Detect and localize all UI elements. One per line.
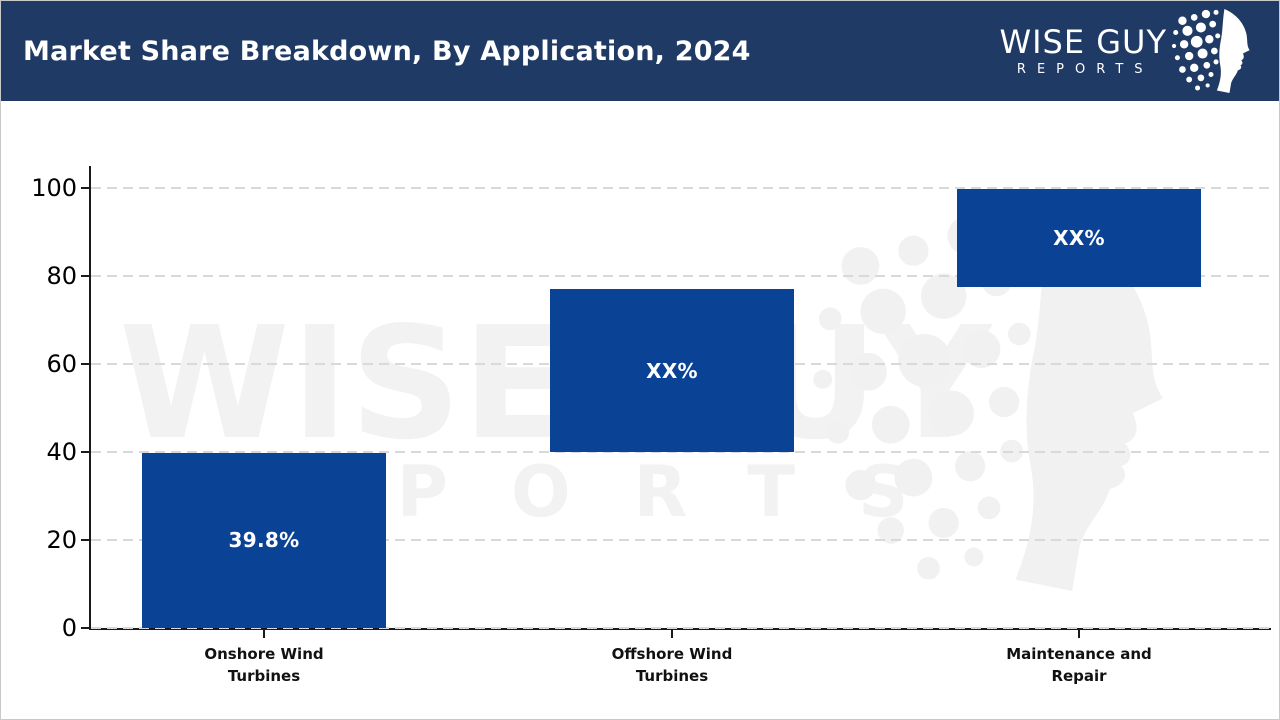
y-tick-mark xyxy=(81,363,89,365)
y-tick-mark xyxy=(81,275,89,277)
chart-region: WISE GUY REPORTS 0 20 40 60 80 100 39.8% Onshor… xyxy=(1,101,1279,719)
y-axis-line xyxy=(89,166,91,630)
gridline-100 xyxy=(91,187,1271,189)
header-banner: Market Share Breakdown, By Application, … xyxy=(1,1,1279,101)
y-tick-label-0: 0 xyxy=(61,614,77,642)
y-tick-label-100: 100 xyxy=(31,174,77,202)
bar-value-label: 39.8% xyxy=(228,528,300,553)
y-tick-label-80: 80 xyxy=(46,262,77,290)
bar-segment-1: 39.8% xyxy=(142,452,386,628)
logo-brand-sub: REPORTS xyxy=(1016,61,1154,77)
page-title: Market Share Breakdown, By Application, … xyxy=(23,35,751,67)
gridline-80 xyxy=(91,275,1271,277)
x-tick-mark xyxy=(671,630,673,638)
y-tick-mark xyxy=(81,187,89,189)
bar-segment-2: XX% xyxy=(550,289,794,452)
gridline-40 xyxy=(91,451,1271,453)
x-category-label-1: Onshore Wind Turbines xyxy=(204,645,324,685)
bar-value-label: XX% xyxy=(1053,225,1105,250)
x-tick-mark xyxy=(263,630,265,638)
y-tick-label-60: 60 xyxy=(46,350,77,378)
y-tick-mark xyxy=(81,451,89,453)
logo-brand-name: WISE GUY xyxy=(999,22,1167,61)
gridline-0 xyxy=(91,627,1271,629)
y-tick-label-20: 20 xyxy=(46,526,77,554)
bar-segment-3: XX% xyxy=(957,188,1201,287)
wiseguy-logo-text: WISE GUY REPORTS xyxy=(999,26,1167,77)
y-tick-mark xyxy=(81,627,89,629)
head-profile-icon xyxy=(1171,9,1250,93)
bar-value-label: XX% xyxy=(646,358,698,383)
x-category-label-2: Offshore Wind Turbines xyxy=(611,645,733,685)
x-tick-mark xyxy=(1078,630,1080,638)
gridline-20 xyxy=(91,539,1271,541)
x-axis-line xyxy=(89,628,1271,630)
y-tick-label-40: 40 xyxy=(46,438,77,466)
x-category-label-3: Maintenance and Repair xyxy=(1006,645,1152,685)
y-tick-mark xyxy=(81,539,89,541)
wiseguy-logo: WISE GUY REPORTS xyxy=(999,9,1255,93)
plot-area: 0 20 40 60 80 100 39.8% Onshore Wind Turbines XX… xyxy=(31,166,1271,685)
